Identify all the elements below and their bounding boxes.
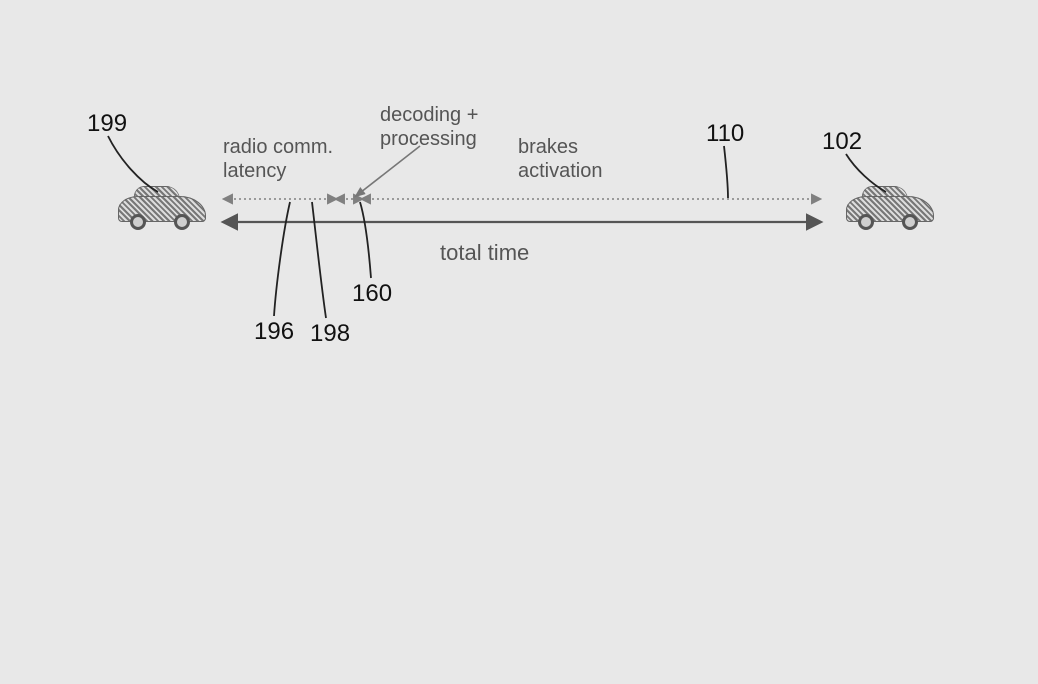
leader-160 [360, 202, 371, 278]
refnum-160: 160 [352, 280, 392, 308]
leader-196 [274, 202, 290, 316]
leader-198 [312, 202, 326, 318]
refnum-198: 198 [310, 320, 350, 348]
refnum-102: 102 [822, 128, 862, 156]
leader-110 [724, 146, 728, 198]
refnum-199: 199 [87, 110, 127, 138]
refnum-196: 196 [254, 318, 294, 346]
car-left-wheel-rear [174, 214, 190, 230]
label-brakes-activation: brakes activation [518, 135, 603, 183]
car-left-wheel-front [130, 214, 146, 230]
car-right [844, 190, 936, 226]
car-left [116, 190, 208, 226]
diagram-stage: radio comm. latency decoding + processin… [0, 0, 1038, 684]
car-right-wheel-rear [902, 214, 918, 230]
label-decoding-processing: decoding + processing [380, 103, 478, 151]
car-right-wheel-front [858, 214, 874, 230]
leader-199 [108, 136, 158, 192]
diagram-overlay [0, 0, 1038, 684]
label-radio-comm-latency: radio comm. latency [223, 135, 333, 183]
leader-decoding-arrow [356, 146, 420, 196]
refnum-110: 110 [706, 120, 744, 148]
label-total-time: total time [440, 240, 529, 266]
